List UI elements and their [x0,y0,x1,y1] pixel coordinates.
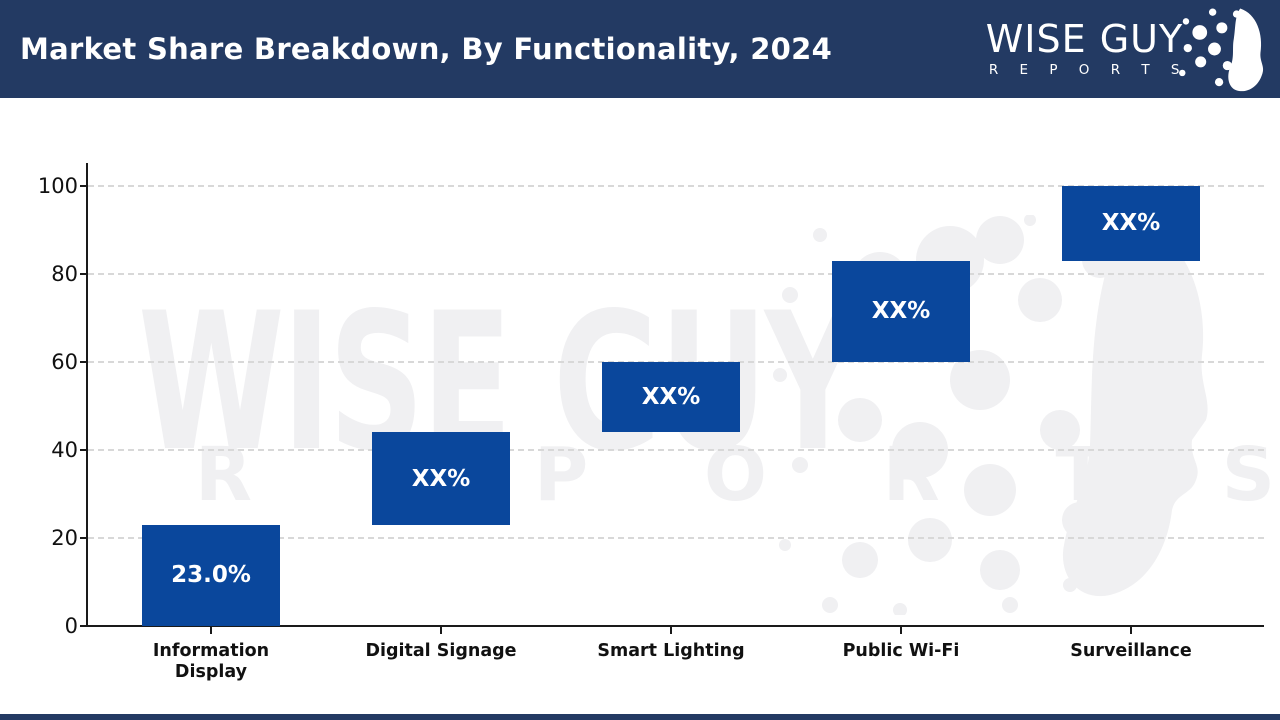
y-tick-mark [80,625,88,627]
y-tick-mark [80,449,88,451]
x-tick-mark [670,627,672,634]
gridline [88,185,1264,187]
bar-value-label: 23.0% [171,562,251,589]
y-tick-label: 20 [51,526,78,550]
x-category-label: Surveillance [1070,641,1192,661]
x-tick-mark [210,627,212,634]
y-tick-mark [80,537,88,539]
bar: XX% [602,362,740,433]
y-tick-mark [80,185,88,187]
watermark-face-icon [773,215,1208,615]
x-tick-mark [440,627,442,634]
bar-value-label: XX% [1101,210,1161,237]
y-tick-mark [80,273,88,275]
bar-value-label: XX% [411,465,471,492]
y-tick-label: 80 [51,262,78,286]
bar: XX% [372,432,510,525]
bar: 23.0% [142,524,280,626]
header-bar: Market Share Breakdown, By Functionality… [0,0,1280,98]
gridline [88,273,1264,275]
logo-name: WISE GUY [985,17,1184,62]
bar: XX% [832,260,970,362]
y-axis [86,163,88,627]
logo-face-icon [1179,8,1264,92]
y-tick-mark [80,361,88,363]
x-tick-mark [900,627,902,634]
wiseguy-logo: WISE GUY R E P O R T S [981,3,1266,95]
page-title: Market Share Breakdown, By Functionality… [20,32,833,66]
logo-tagline: R E P O R T S [988,61,1188,78]
y-tick-label: 0 [64,614,78,638]
bar-value-label: XX% [871,298,931,325]
logo-text: WISE GUY R E P O R T S [981,17,1188,78]
x-tick-mark [1130,627,1132,634]
gridline [88,537,1264,539]
x-category-label: Information Display [152,641,270,682]
x-category-label: Smart Lighting [597,641,745,661]
bar: XX% [1062,186,1200,261]
y-tick-label: 100 [37,174,78,198]
footer-bar [0,714,1280,720]
x-category-label: Public Wi-Fi [842,641,960,661]
bar-value-label: XX% [641,384,701,411]
x-category-label: Digital Signage [365,641,517,661]
y-tick-label: 60 [51,350,78,374]
x-axis [86,625,1264,627]
y-tick-label: 40 [51,438,78,462]
gridline [88,449,1264,451]
